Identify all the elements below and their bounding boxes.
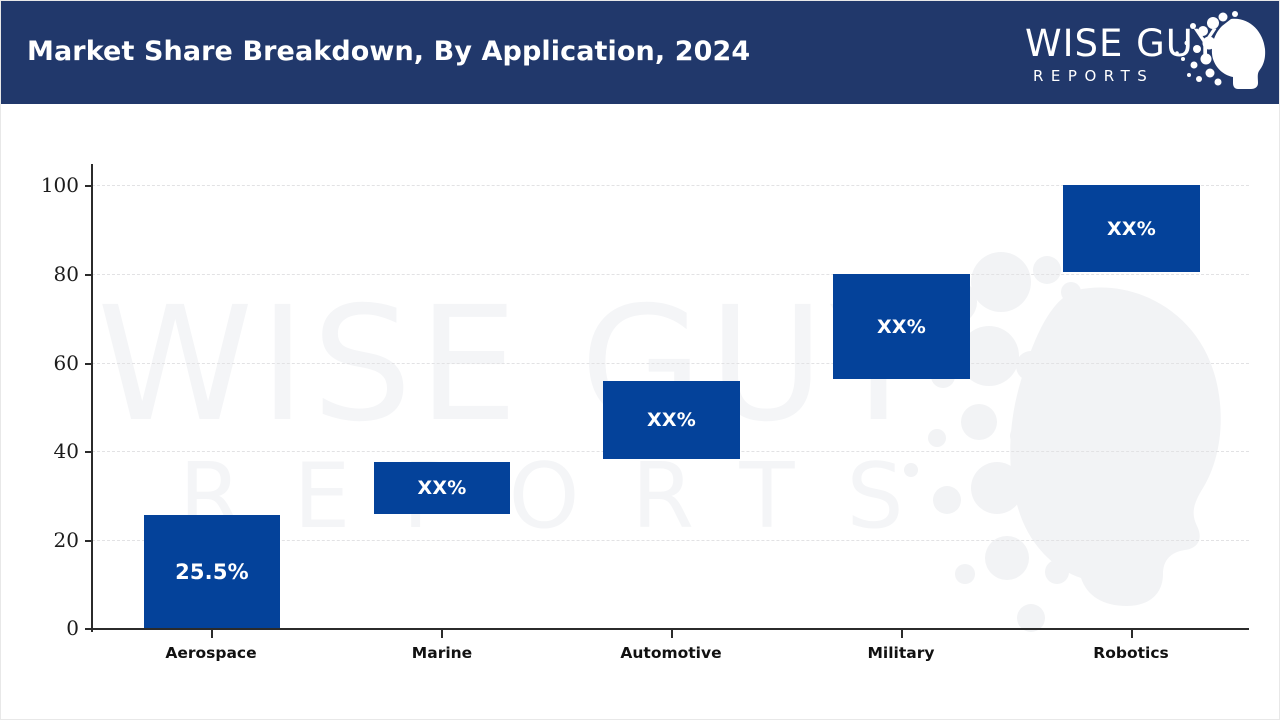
svg-text:REPORTS: REPORTS bbox=[1033, 67, 1154, 85]
x-axis-label-aerospace: Aerospace bbox=[165, 644, 257, 662]
x-tick-automotive bbox=[671, 630, 673, 638]
x-tick-robotics bbox=[1131, 630, 1133, 638]
page-header: Market Share Breakdown, By Application, … bbox=[1, 1, 1279, 104]
x-tick-military bbox=[901, 630, 903, 638]
y-tick-100 bbox=[85, 185, 93, 187]
gridline-100 bbox=[92, 185, 1249, 186]
logo-icon: WISE GUY REPORTS bbox=[1025, 11, 1266, 89]
x-tick-marine bbox=[441, 630, 443, 638]
x-axis-line bbox=[92, 628, 1249, 630]
x-axis-label-automotive: Automotive bbox=[620, 644, 722, 662]
y-tick-80 bbox=[85, 274, 93, 276]
chart-canvas: WISE GUY REPORTS bbox=[1, 104, 1279, 719]
x-axis-label-marine: Marine bbox=[411, 644, 473, 662]
y-tick-20 bbox=[85, 540, 93, 542]
y-axis-line bbox=[91, 164, 93, 632]
y-axis-label-20: 20 bbox=[53, 528, 79, 552]
bar-value-label-aerospace: 25.5% bbox=[175, 559, 249, 584]
bar-military[interactable]: XX% bbox=[833, 274, 970, 379]
y-tick-0 bbox=[85, 628, 93, 630]
bar-value-label-military: XX% bbox=[877, 315, 926, 338]
bar-value-label-marine: XX% bbox=[417, 477, 467, 499]
bar-marine[interactable]: XX% bbox=[374, 462, 510, 514]
gridline-60 bbox=[92, 363, 1249, 364]
y-axis-label-40: 40 bbox=[53, 439, 79, 463]
y-tick-60 bbox=[85, 363, 93, 365]
y-axis-label-0: 0 bbox=[66, 616, 79, 640]
bar-robotics[interactable]: XX% bbox=[1063, 185, 1200, 272]
gridline-80 bbox=[92, 274, 1249, 275]
bar-aerospace[interactable]: 25.5% bbox=[144, 515, 280, 628]
x-tick-aerospace bbox=[211, 630, 213, 638]
y-tick-40 bbox=[85, 451, 93, 453]
x-axis-label-robotics: Robotics bbox=[1093, 644, 1169, 662]
wise-guy-reports-logo: WISE GUY REPORTS bbox=[1017, 9, 1275, 97]
y-axis-label-80: 80 bbox=[53, 262, 79, 286]
y-axis-label-100: 100 bbox=[40, 173, 79, 197]
bar-automotive[interactable]: XX% bbox=[603, 381, 740, 459]
page-title: Market Share Breakdown, By Application, … bbox=[27, 36, 751, 67]
y-axis-label-60: 60 bbox=[53, 351, 79, 375]
bar-value-label-automotive: XX% bbox=[647, 409, 696, 431]
x-axis-label-military: Military bbox=[867, 644, 935, 662]
gridline-20 bbox=[92, 540, 1249, 541]
bar-value-label-robotics: XX% bbox=[1107, 217, 1156, 240]
